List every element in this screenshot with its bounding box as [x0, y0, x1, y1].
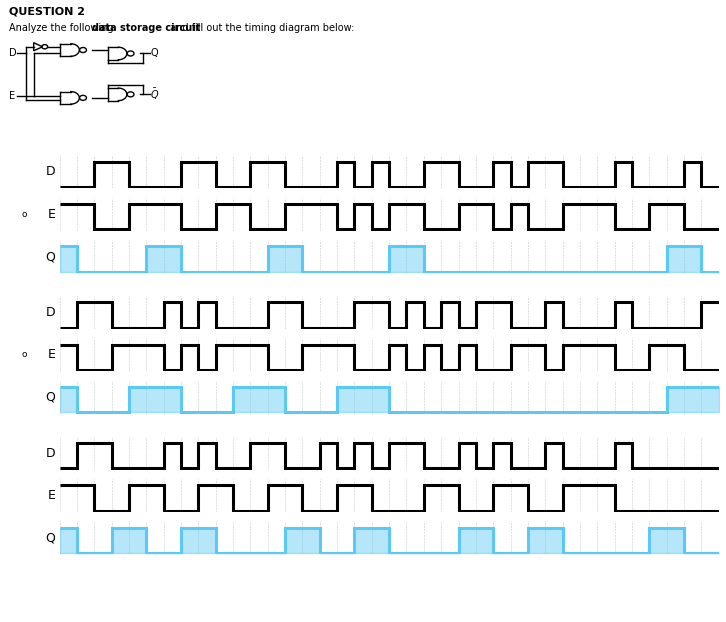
Text: data storage circuit: data storage circuit: [91, 23, 200, 33]
Text: E: E: [48, 208, 56, 221]
Text: and fill out the timing diagram below:: and fill out the timing diagram below:: [167, 23, 354, 33]
Text: $\bar{Q}$: $\bar{Q}$: [150, 87, 160, 102]
Text: Q: Q: [46, 531, 56, 544]
Text: E: E: [48, 348, 56, 361]
Text: D: D: [46, 447, 56, 460]
Text: Q: Q: [46, 250, 56, 263]
Text: o: o: [21, 350, 27, 360]
Text: QUESTION 2: QUESTION 2: [9, 6, 85, 16]
Text: Q: Q: [46, 391, 56, 404]
Text: E: E: [48, 489, 56, 502]
Text: Q: Q: [150, 49, 158, 58]
Text: Analyze the following: Analyze the following: [9, 23, 116, 33]
Text: D: D: [46, 306, 56, 319]
Text: D: D: [46, 165, 56, 179]
Text: E: E: [9, 91, 15, 101]
Text: D: D: [9, 49, 16, 58]
Text: o: o: [21, 210, 27, 219]
